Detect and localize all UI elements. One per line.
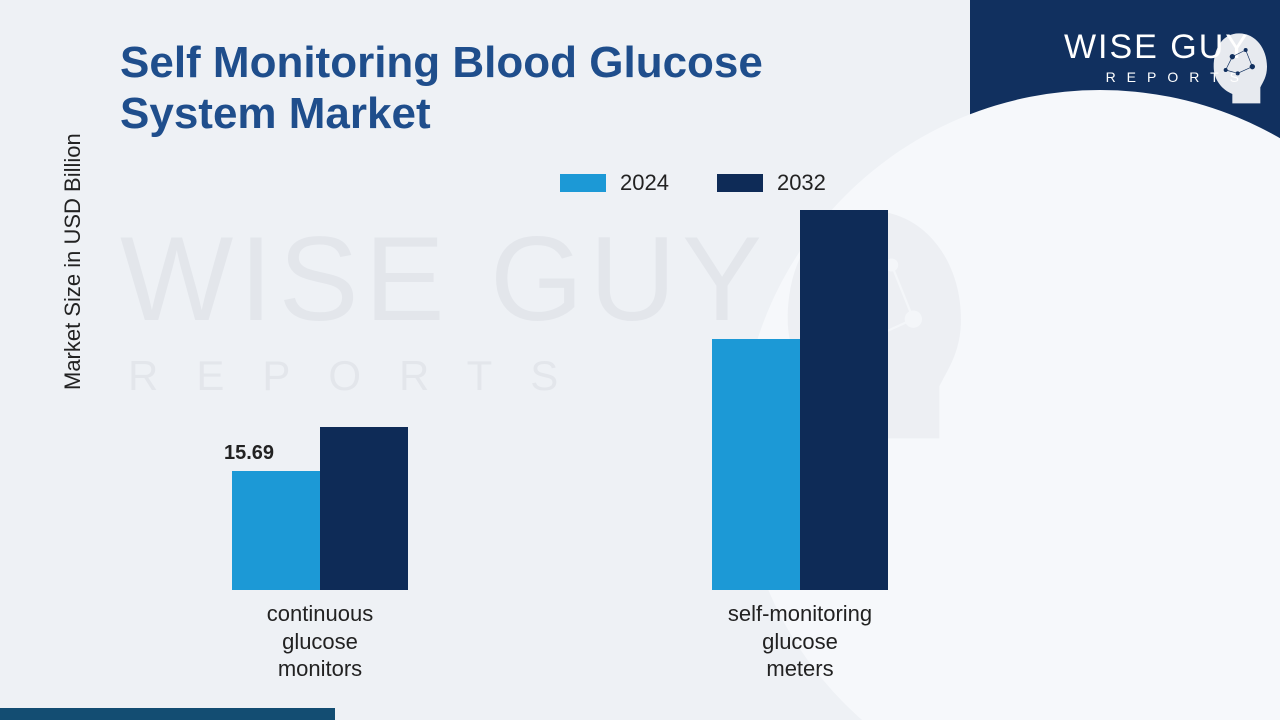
legend: 2024 2032 <box>560 170 826 196</box>
bottom-accent-bar <box>0 708 335 720</box>
legend-swatch-2024 <box>560 174 606 192</box>
bar-group <box>232 427 408 590</box>
bar <box>232 471 320 590</box>
legend-label-2032: 2032 <box>777 170 826 196</box>
logo-head-icon <box>1204 30 1274 110</box>
legend-label-2024: 2024 <box>620 170 669 196</box>
legend-swatch-2032 <box>717 174 763 192</box>
bar <box>712 339 800 590</box>
legend-item-2024: 2024 <box>560 170 669 196</box>
legend-item-2032: 2032 <box>717 170 826 196</box>
bar-group <box>712 210 888 590</box>
x-axis-labels: continuousglucosemonitors self-monitoring… <box>120 592 940 702</box>
chart-title: Self Monitoring Blood Glucose System Mar… <box>120 38 840 139</box>
bar <box>320 427 408 590</box>
bar <box>800 210 888 590</box>
y-axis-label: Market Size in USD Billion <box>60 133 86 390</box>
plot-area: 15.69 <box>120 210 940 590</box>
x-tick-label: self-monitoringglucosemeters <box>710 600 890 683</box>
chart-stage: WISE GUY REPORTS Self Monitoring Blood G… <box>0 0 1280 720</box>
x-tick-label: continuousglucosemonitors <box>230 600 410 683</box>
